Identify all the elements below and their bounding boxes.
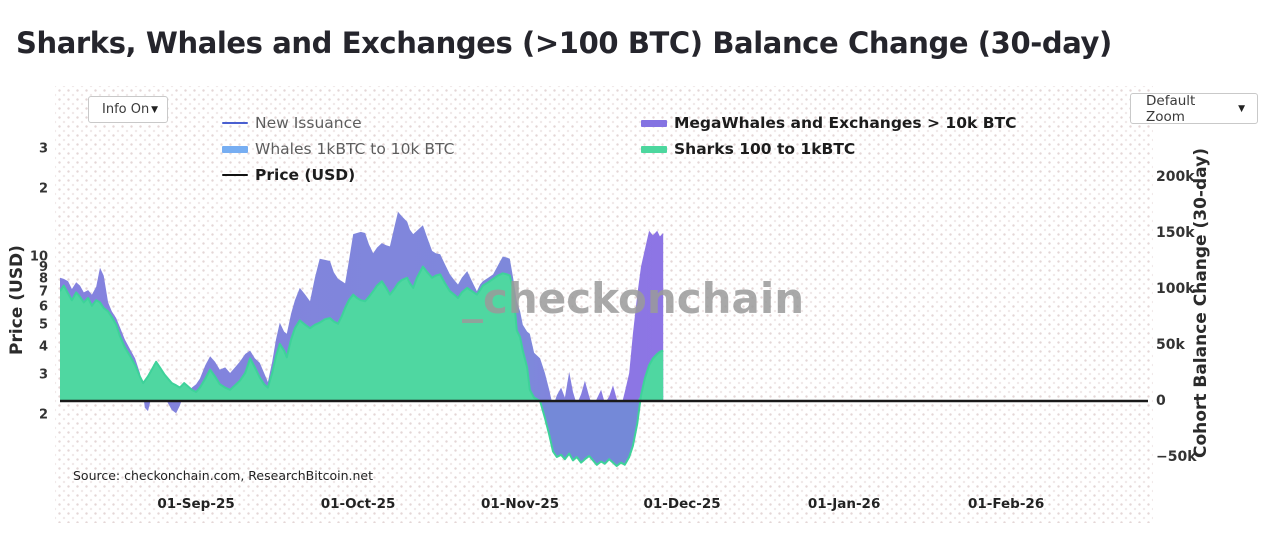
- legend-label: Sharks 100 to 1kBTC: [674, 140, 856, 158]
- left-axis-tick-label: 5: [39, 318, 48, 333]
- x-axis-tick-label: 01-Nov-25: [481, 496, 559, 512]
- right-axis-tick-label: 100k: [1156, 281, 1195, 297]
- right-axis-tick-label: 200k: [1156, 169, 1195, 185]
- legend-item[interactable]: Price (USD): [222, 162, 454, 188]
- legend-item[interactable]: New Issuance: [222, 110, 454, 136]
- line-sharks: [60, 265, 664, 467]
- legend-label: New Issuance: [255, 114, 362, 132]
- right-axis-tick-label: −50k: [1156, 449, 1197, 465]
- left-axis-tick-label: 3: [39, 368, 48, 383]
- left-axis-tick-label: 4: [39, 339, 48, 354]
- left-axis-tick-label: 2: [39, 181, 48, 196]
- info-toggle-label: Info On: [102, 102, 150, 117]
- left-axis-tick-label: 6: [39, 300, 48, 315]
- legend-label: Price (USD): [255, 166, 356, 184]
- legend-label: MegaWhales and Exchanges > 10k BTC: [674, 114, 1017, 132]
- page-title: Sharks, Whales and Exchanges (>100 BTC) …: [16, 26, 1112, 60]
- area-sharks: [60, 266, 664, 401]
- info-toggle-dropdown[interactable]: Info On ▼: [88, 96, 168, 123]
- chevron-down-icon: ▼: [151, 104, 158, 115]
- legend-column-2: MegaWhales and Exchanges > 10k BTC Sharks…: [641, 110, 1016, 162]
- left-axis-tick-label: 2: [39, 407, 48, 422]
- zoom-preset-label: Default Zoom: [1146, 92, 1196, 125]
- chevron-down-icon: ▼: [1238, 103, 1245, 114]
- left-axis-tick-label: 7: [39, 285, 48, 300]
- left-axis-title: Price (USD): [7, 245, 27, 355]
- legend-swatch-icon: [222, 145, 248, 153]
- x-axis-tick-label: 01-Dec-25: [644, 496, 721, 512]
- left-axis-tick-label: 3: [39, 142, 48, 157]
- x-axis-tick-label: 01-Jan-26: [808, 496, 881, 512]
- zoom-preset-dropdown[interactable]: Default Zoom ▼: [1130, 92, 1258, 125]
- right-axis-tick-label: 50k: [1156, 337, 1185, 353]
- left-axis-tick-label: 8: [39, 271, 48, 286]
- x-axis-tick-label: 01-Oct-25: [321, 496, 396, 512]
- left-axis-tick-label: 10: [30, 250, 48, 265]
- right-axis-tick-label: 150k: [1156, 225, 1195, 241]
- legend-item[interactable]: Sharks 100 to 1kBTC: [641, 136, 1016, 162]
- legend-item[interactable]: MegaWhales and Exchanges > 10k BTC: [641, 110, 1016, 136]
- source-attribution: Source: checkonchain.com, ResearchBitcoi…: [73, 468, 373, 483]
- left-axis-tick-label: 9: [39, 260, 48, 275]
- right-axis-tick-label: 0: [1156, 393, 1166, 409]
- legend-item[interactable]: Whales 1kBTC to 10k BTC: [222, 136, 454, 162]
- legend-label: Whales 1kBTC to 10k BTC: [255, 140, 455, 158]
- area-negative-overlap: [60, 401, 664, 466]
- x-axis-tick-label: 01-Sep-25: [157, 496, 234, 512]
- x-axis-tick-label: 01-Feb-26: [968, 496, 1044, 512]
- legend-swatch-icon: [641, 119, 667, 127]
- legend-swatch-icon: [641, 145, 667, 153]
- legend-column-1: New Issuance Whales 1kBTC to 10k BTC Price…: [222, 110, 454, 188]
- right-axis-title: Cohort Balance Change (30-day): [1191, 148, 1211, 458]
- legend-swatch-icon: [222, 173, 248, 177]
- legend-swatch-icon: [222, 121, 248, 125]
- plot-area[interactable]: [60, 211, 664, 467]
